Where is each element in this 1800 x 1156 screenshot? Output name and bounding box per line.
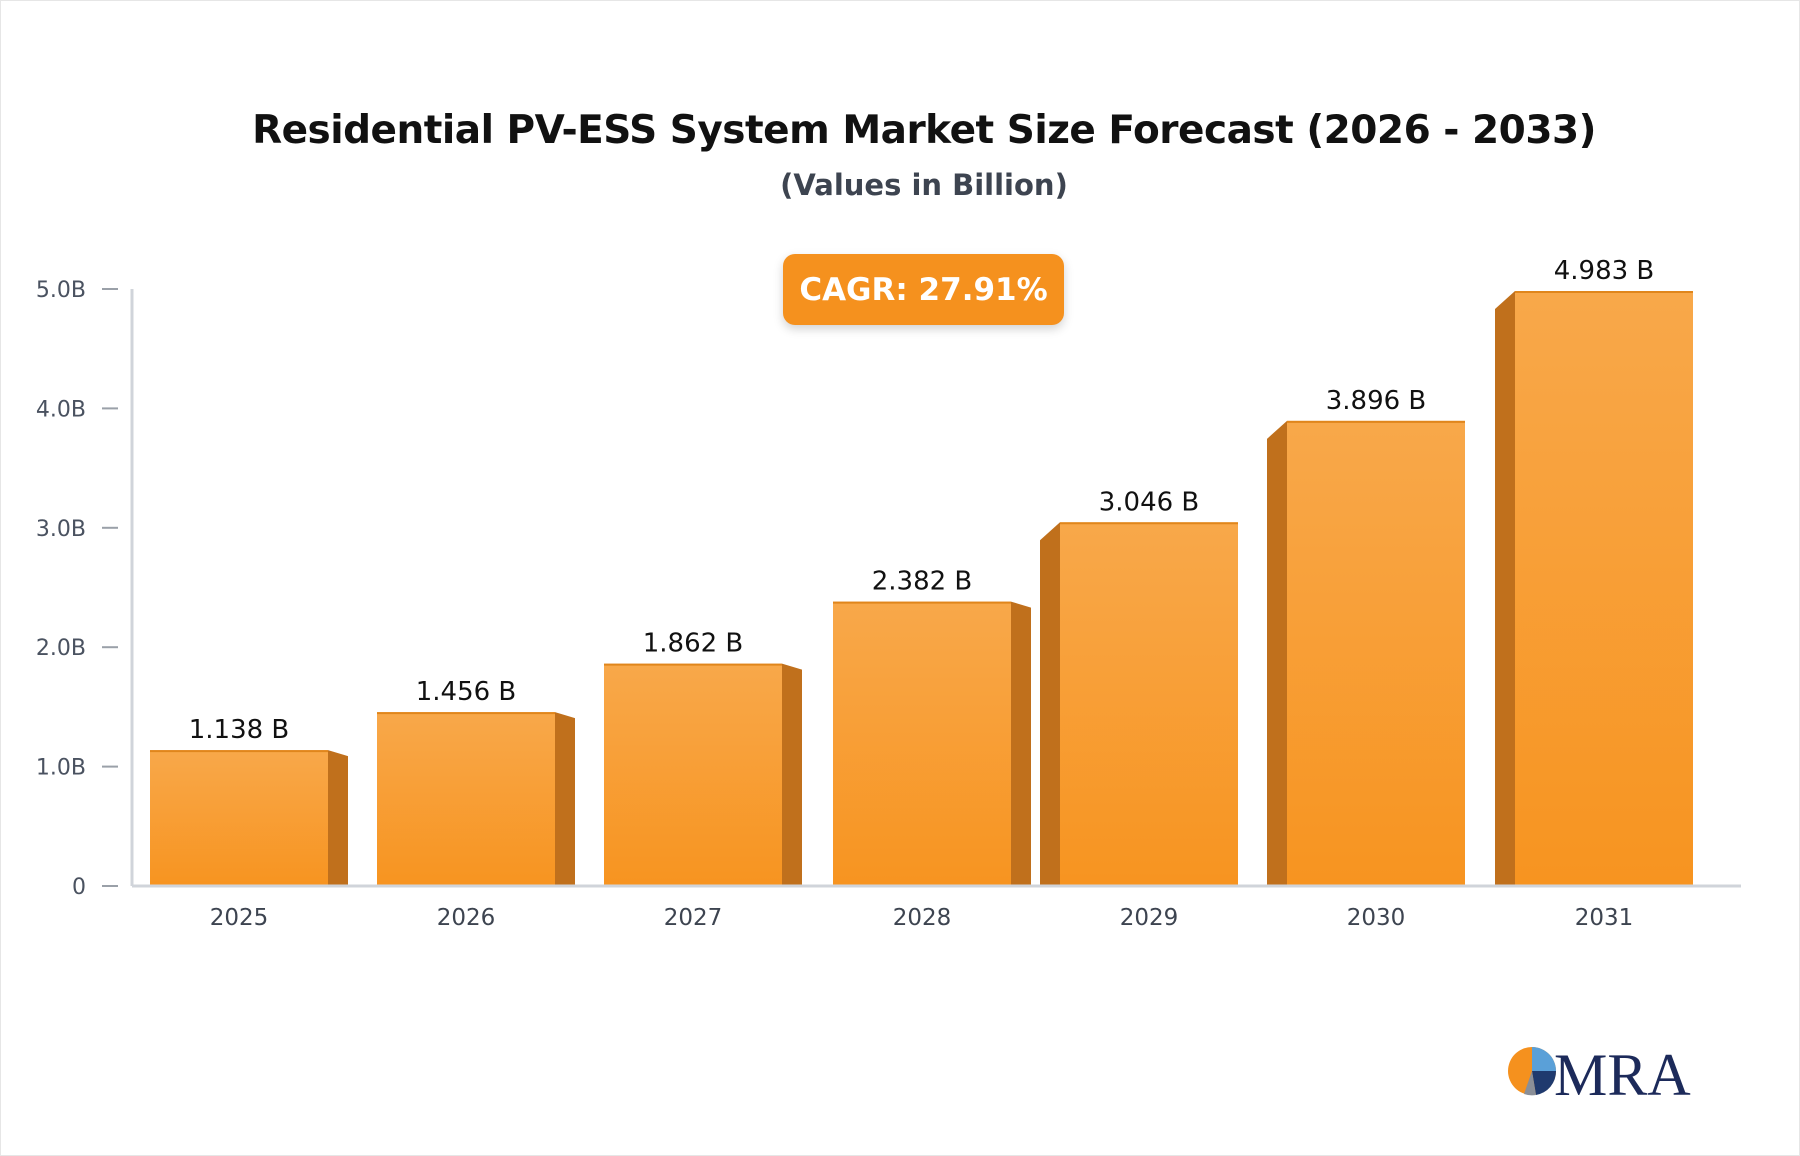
bar <box>150 750 328 886</box>
logo-icon: MRA <box>1508 1042 1691 1100</box>
bar-side <box>782 663 802 886</box>
y-tick-label: 0 <box>72 875 86 900</box>
x-tick-label: 2029 <box>1120 905 1179 931</box>
mra-logo: MRA <box>1506 1040 1696 1100</box>
chart-title: Residential PV-ESS System Market Size Fo… <box>252 108 1596 153</box>
x-tick-label: 2030 <box>1347 905 1406 931</box>
y-tick-label: 5.0B <box>36 278 86 303</box>
data-label: 3.046 B <box>1099 487 1200 517</box>
x-tick-label: 2027 <box>664 905 723 931</box>
bar <box>833 601 1011 886</box>
chart-subtitle: (Values in Billion) <box>780 168 1068 202</box>
y-tick-label: 1.0B <box>36 756 86 781</box>
data-label: 1.456 B <box>416 677 517 707</box>
logo-text: MRA <box>1554 1042 1691 1100</box>
data-label: 3.896 B <box>1326 386 1427 416</box>
y-tick-label: 4.0B <box>36 397 86 422</box>
x-tick-label: 2026 <box>437 905 496 931</box>
x-tick-label: 2031 <box>1575 905 1634 931</box>
bar-side <box>555 712 575 886</box>
bar <box>1515 291 1693 886</box>
bar-side <box>1267 420 1287 886</box>
bar <box>1287 420 1465 886</box>
bar-side <box>1495 291 1515 886</box>
data-label: 4.983 B <box>1554 256 1655 286</box>
bar <box>1060 522 1238 886</box>
x-tick-label: 2028 <box>893 905 952 931</box>
data-label: 1.862 B <box>643 629 744 659</box>
data-label: 2.382 B <box>872 567 973 597</box>
cagr-badge: CAGR: 27.91% <box>783 254 1064 325</box>
bar <box>377 712 555 886</box>
bar <box>604 663 782 886</box>
bar-side <box>1011 601 1031 886</box>
x-tick-label: 2025 <box>210 905 269 931</box>
data-label: 1.138 B <box>189 715 290 745</box>
y-tick-label: 3.0B <box>36 517 86 542</box>
y-tick-label: 2.0B <box>36 636 86 661</box>
bar-side <box>1040 522 1060 886</box>
bar-side <box>328 750 348 886</box>
